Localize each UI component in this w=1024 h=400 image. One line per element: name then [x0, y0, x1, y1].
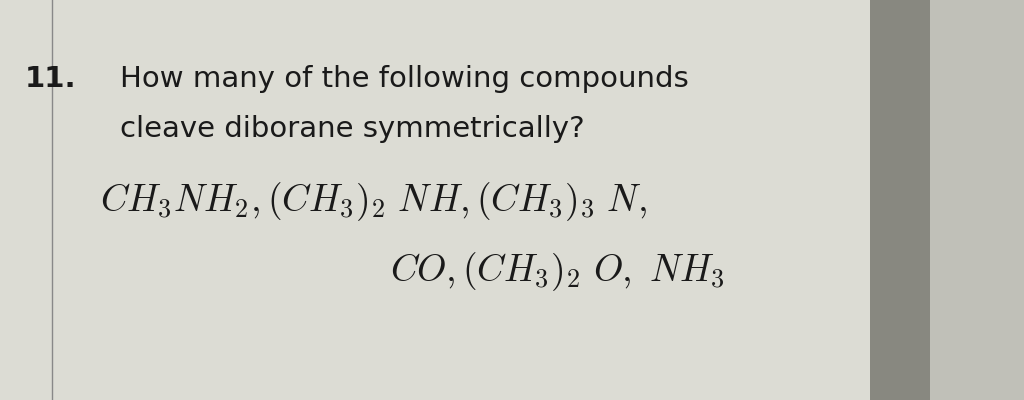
Text: cleave diborane symmetrically?: cleave diborane symmetrically?: [120, 115, 585, 143]
Bar: [0, 0, 870, 400]
Bar: [930, 0, 1024, 400]
Bar: [870, 0, 930, 400]
Text: $CH_3NH_2,(CH_3)_2\ NH,(CH_3)_3\ N,$: $CH_3NH_2,(CH_3)_2\ NH,(CH_3)_3\ N,$: [100, 180, 647, 223]
Text: $CO,(CH_3)_2\ O,\ NH_3$: $CO,(CH_3)_2\ O,\ NH_3$: [390, 250, 725, 293]
Text: How many of the following compounds: How many of the following compounds: [120, 65, 689, 93]
Text: 11.: 11.: [25, 65, 77, 93]
